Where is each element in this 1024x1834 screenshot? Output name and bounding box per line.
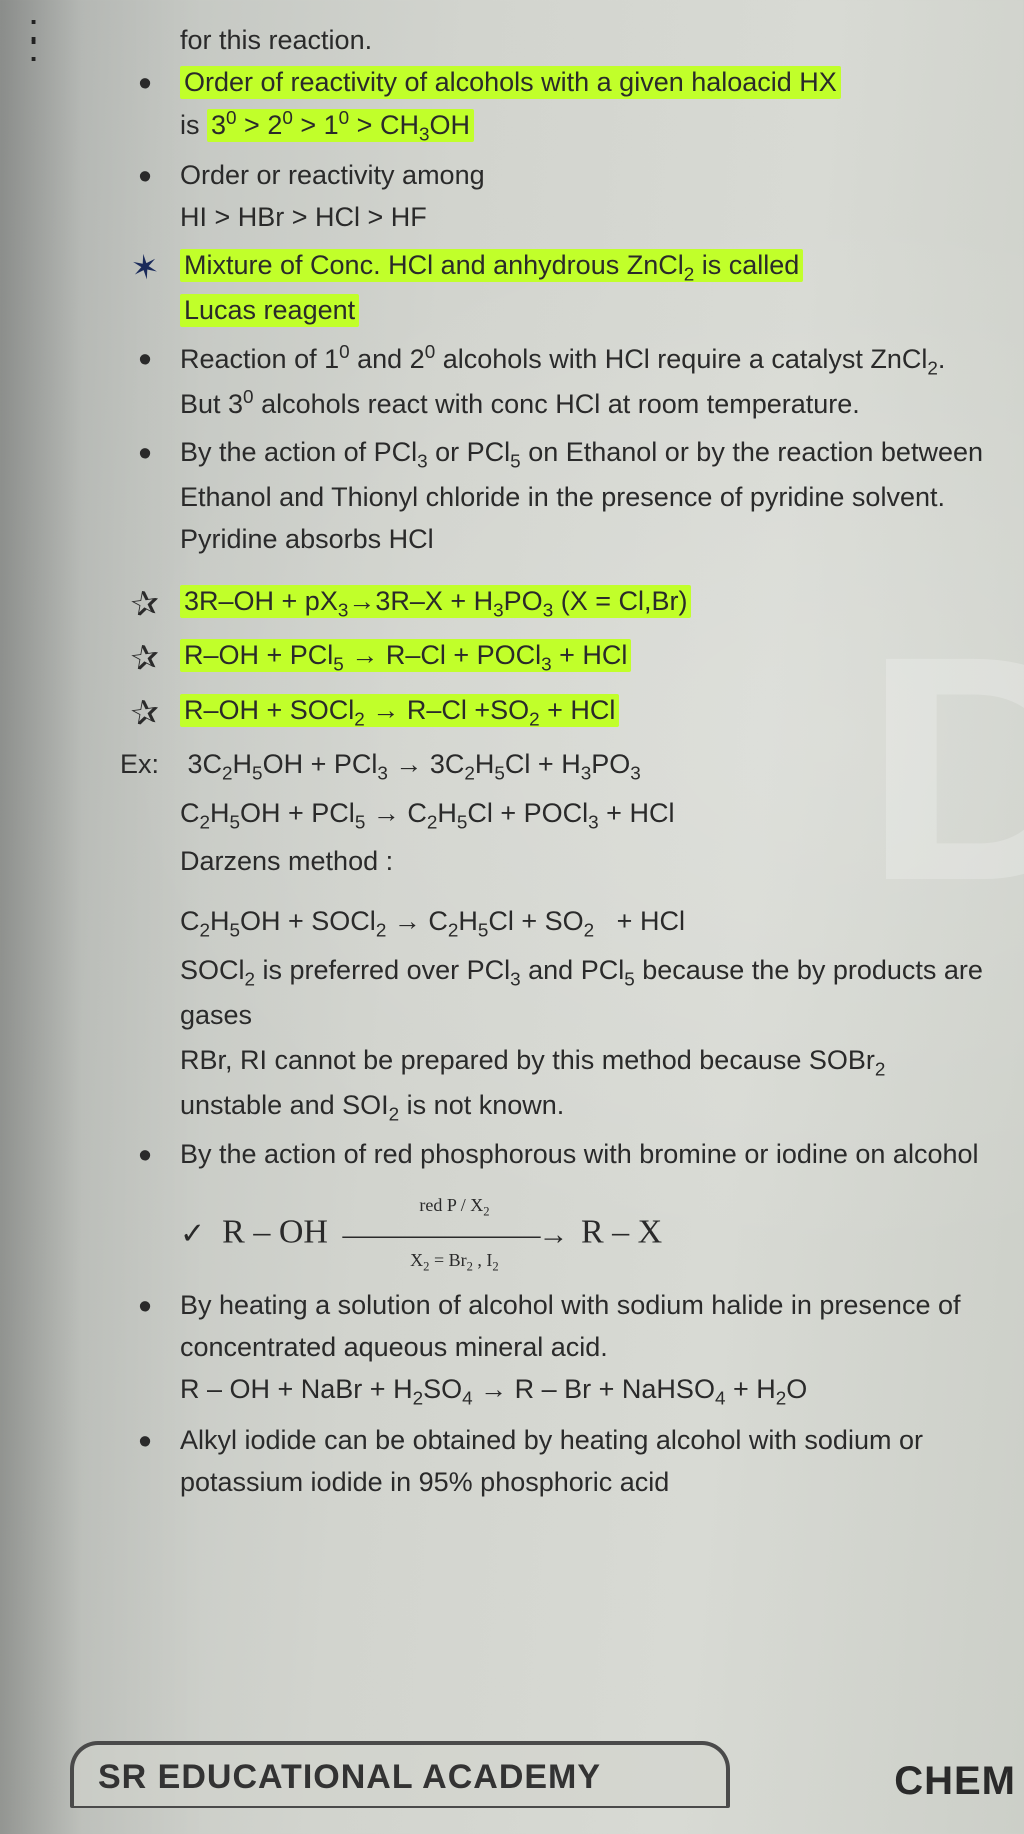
bullet-alkyl-iodide: Alkyl iodide can be obtained by heating … — [110, 1420, 984, 1504]
darzens-label: Darzens method : — [110, 841, 984, 883]
hl-order-alcohols: Order of reactivity of alcohols with a g… — [180, 66, 841, 99]
star-icon: ✶ — [110, 245, 180, 294]
text-red-p: By the action of red phosphorous with br… — [180, 1134, 984, 1176]
eq-nabr: R – OH + NaBr + H2SO4 → R – Br + NaHSO4 … — [180, 1374, 807, 1404]
ex-label: Ex: — [120, 744, 180, 786]
text-order-hx: Order or reactivity among HI > HBr > HCl… — [180, 155, 984, 239]
bullet-pcl3-pcl5: By the action of PCl3 or PCl5 on Ethanol… — [110, 432, 984, 560]
socl2-preferred: SOCl2 is preferred over PCl3 and PCl5 be… — [110, 950, 984, 1037]
star-lucas: ✶ Mixture of Conc. HCl and anhydrous ZnC… — [110, 245, 984, 332]
bullet-order-hx: Order or reactivity among HI > HBr > HCl… — [110, 155, 984, 239]
prefix-is: is — [180, 110, 207, 140]
hl-eq2: R–OH + PCl5 → R–Cl + POCl3 + HCl — [180, 639, 631, 672]
star-eq2: ✰ R–OH + PCl5 → R–Cl + POCl3 + HCl — [110, 635, 984, 684]
text-zncl2: Reaction of 10 and 20 alcohols with HCl … — [180, 338, 984, 427]
example-3: C2H5OH + SOCl2 → C2H5Cl + SO2 + HCl — [110, 901, 984, 946]
text-order-alcohols: Order of reactivity of alcohols with a g… — [180, 62, 984, 150]
bullet-icon — [110, 1134, 180, 1183]
eq1: 3R–OH + pX3→3R–X + H3PO3 (X = Cl,Br) — [180, 581, 984, 626]
margin-dots: :: — [28, 18, 39, 58]
hl-eq1: 3R–OH + pX3→3R–X + H3PO3 (X = Cl,Br) — [180, 585, 691, 618]
eq3: R–OH + SOCl2 → R–Cl +SO2 + HCl — [180, 690, 984, 735]
bullet-icon — [110, 1420, 180, 1469]
bullet-zncl2-catalyst: Reaction of 10 and 20 alcohols with HCl … — [110, 338, 984, 427]
footer-publisher: SR EDUCATIONAL ACADEMY — [70, 1741, 730, 1808]
text-lucas: Mixture of Conc. HCl and anhydrous ZnCl2… — [180, 245, 984, 332]
page-content: for this reaction. Order of reactivity o… — [110, 20, 984, 1504]
line-nabr-desc: By heating a solution of alcohol with so… — [180, 1290, 960, 1362]
star-icon: ✰ — [110, 581, 180, 630]
subject-tag: CHEM — [894, 1750, 1016, 1812]
text-alkyl-iodide: Alkyl iodide can be obtained by heating … — [180, 1420, 984, 1504]
star-icon: ✰ — [110, 635, 180, 684]
text-pcl3-pcl5: By the action of PCl3 or PCl5 on Ethanol… — [180, 432, 984, 560]
serif-rhs: R – X — [581, 1214, 662, 1251]
star-eq1: ✰ 3R–OH + pX3→3R–X + H3PO3 (X = Cl,Br) — [110, 581, 984, 630]
star-icon: ✰ — [110, 690, 180, 739]
bullet-icon — [110, 338, 180, 387]
bullet-icon — [110, 432, 180, 481]
bullet-red-p: By the action of red phosphorous with br… — [110, 1134, 984, 1183]
rbr-ri-note: RBr, RI cannot be prepared by this metho… — [110, 1040, 984, 1129]
line-for-this-reaction: for this reaction. — [110, 20, 984, 62]
serif-equation: ✓ R – OH red P / X2 ———————→ X2 = Br2 , … — [110, 1196, 984, 1273]
example-2: C2H5OH + PCl5 → C2H5Cl + POCl3 + HCl — [110, 793, 984, 838]
star-eq3: ✰ R–OH + SOCl2 → R–Cl +SO2 + HCl — [110, 690, 984, 739]
bullet-icon — [110, 62, 180, 111]
line-order-among: Order or reactivity among — [180, 160, 485, 190]
line-hx-series: HI > HBr > HCl > HF — [180, 202, 427, 232]
hl-eq3: R–OH + SOCl2 → R–Cl +SO2 + HCl — [180, 694, 619, 727]
bullet-nabr-h2so4: By heating a solution of alcohol with so… — [110, 1285, 984, 1413]
arrow-bottom-label: X2 = Br2 , I2 — [410, 1251, 499, 1274]
reaction-arrow: red P / X2 ———————→ X2 = Br2 , I2 — [342, 1196, 566, 1273]
hl-order-degrees: 30 > 20 > 10 > CH3OH — [207, 109, 474, 142]
arrow-line-icon: ———————→ — [342, 1219, 566, 1251]
serif-lhs: R – OH — [222, 1214, 328, 1251]
bullet-icon — [110, 155, 180, 204]
bullet-order-alcohols: Order of reactivity of alcohols with a g… — [110, 62, 984, 150]
example-1: Ex: 3C2H5OH + PCl3 → 3C2H5Cl + H3PO3 — [110, 744, 984, 789]
arrow-top-label: red P / X2 — [419, 1196, 489, 1219]
text-nabr: By heating a solution of alcohol with so… — [180, 1285, 984, 1413]
eq2: R–OH + PCl5 → R–Cl + POCl3 + HCl — [180, 635, 984, 680]
bullet-icon — [110, 1285, 180, 1334]
hl-lucas-2: Lucas reagent — [180, 294, 359, 327]
hl-lucas-1: Mixture of Conc. HCl and anhydrous ZnCl2… — [180, 249, 803, 282]
